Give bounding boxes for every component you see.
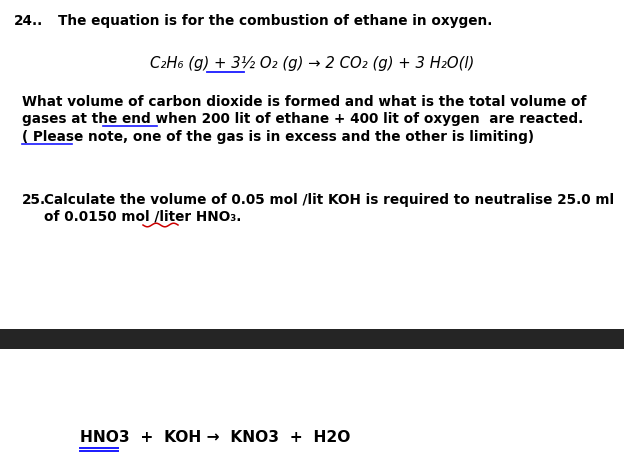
Text: C₂H₆ (g) + 3½ O₂ (g) → 2 CO₂ (g) + 3 H₂O(l): C₂H₆ (g) + 3½ O₂ (g) → 2 CO₂ (g) + 3 H₂O…: [150, 56, 474, 71]
Bar: [0, 329, 624, 349]
Text: ( Please note, one of the gas is in excess and the other is limiting): ( Please note, one of the gas is in exce…: [22, 130, 534, 144]
Text: HNO3  +  KOH →  KNO3  +  H2O: HNO3 + KOH → KNO3 + H2O: [80, 429, 350, 444]
Text: 24..: 24..: [14, 14, 43, 28]
Text: The equation is for the combustion of ethane in oxygen.: The equation is for the combustion of et…: [58, 14, 492, 28]
Text: What volume of carbon dioxide is formed and what is the total volume of: What volume of carbon dioxide is formed …: [22, 95, 587, 109]
Text: of 0.0150 mol /liter HNO₃.: of 0.0150 mol /liter HNO₃.: [44, 209, 241, 224]
Text: 25.: 25.: [22, 193, 46, 207]
Text: Calculate the volume of 0.05 mol /lit KOH is required to neutralise 25.0 ml: Calculate the volume of 0.05 mol /lit KO…: [44, 193, 614, 207]
Text: gases at the end when 200 lit of ethane + 400 lit of oxygen  are reacted.: gases at the end when 200 lit of ethane …: [22, 112, 583, 126]
